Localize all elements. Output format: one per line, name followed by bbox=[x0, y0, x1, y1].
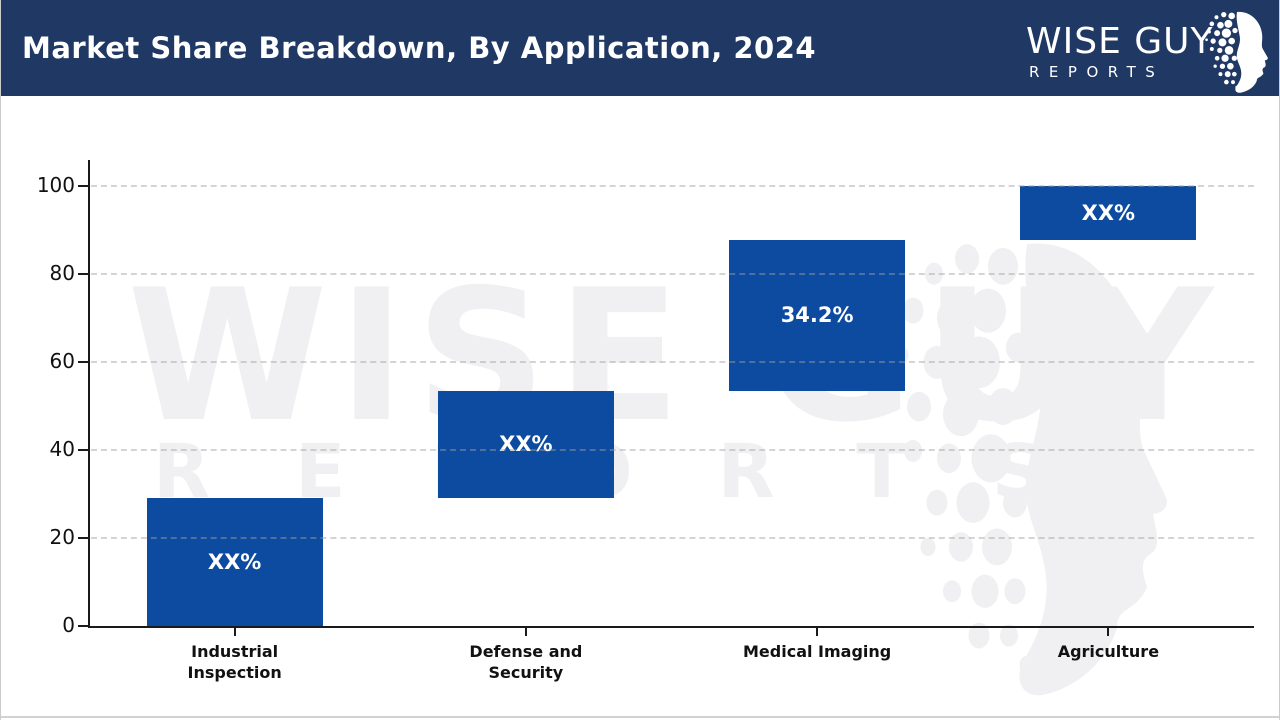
y-tick bbox=[78, 273, 89, 275]
bar-medical-imaging: 34.2% bbox=[729, 239, 906, 391]
bar-label: XX% bbox=[207, 550, 262, 575]
x-tick bbox=[233, 628, 236, 636]
y-tick-label: 100 bbox=[36, 173, 75, 197]
bar-defense-and-security: XX% bbox=[437, 390, 614, 499]
y-tick-label: 60 bbox=[49, 349, 75, 373]
bar-label: 34.2% bbox=[780, 303, 854, 328]
x-axis-label: Medical Imaging bbox=[707, 641, 927, 662]
x-axis-line bbox=[88, 626, 1254, 628]
gridline bbox=[91, 361, 1254, 363]
x-axis-label-line: Security bbox=[488, 663, 564, 683]
x-axis-label-line: Agriculture bbox=[1057, 642, 1160, 661]
gridline bbox=[91, 273, 1254, 275]
logo-primary-text: WISE GUY bbox=[1026, 21, 1214, 62]
y-tick bbox=[78, 625, 89, 627]
logo: WISE GUY REPORTS bbox=[1026, 4, 1274, 93]
y-tick bbox=[78, 449, 89, 451]
bar-label: XX% bbox=[499, 432, 553, 457]
logo-head-icon bbox=[1205, 11, 1268, 93]
logo-secondary-text: REPORTS bbox=[1029, 63, 1165, 81]
y-tick-label: 0 bbox=[62, 613, 75, 637]
y-tick bbox=[78, 537, 89, 539]
y-tick-label: 40 bbox=[49, 437, 75, 461]
gridline bbox=[91, 185, 1254, 187]
bottom-rule bbox=[1, 716, 1279, 718]
x-axis-label-line: Defense and bbox=[469, 642, 583, 661]
x-axis-label-line: Inspection bbox=[187, 663, 282, 683]
y-tick bbox=[78, 185, 89, 187]
x-tick bbox=[816, 628, 819, 636]
bar-label: XX% bbox=[1081, 200, 1136, 225]
x-tick bbox=[524, 628, 527, 636]
header: Market Share Breakdown, By Application, … bbox=[1, 0, 1279, 96]
y-axis-line bbox=[88, 160, 90, 628]
gridline bbox=[91, 449, 1254, 451]
x-tick bbox=[1107, 628, 1110, 636]
logo-wordmark: WISE GUY REPORTS bbox=[1026, 21, 1214, 82]
y-tick-label: 80 bbox=[49, 261, 75, 285]
page-title: Market Share Breakdown, By Application, … bbox=[22, 31, 817, 65]
x-axis-label: Agriculture bbox=[998, 641, 1218, 662]
bar-industrial-inspection: XX% bbox=[146, 498, 323, 626]
gridline bbox=[91, 537, 1254, 539]
x-axis-label-line: Industrial bbox=[191, 642, 279, 661]
x-axis-label: Defense and Security bbox=[416, 641, 636, 684]
x-axis-label-line: Medical Imaging bbox=[743, 642, 892, 661]
x-axis-label: Industrial Inspection bbox=[125, 641, 345, 684]
bar-agriculture: XX% bbox=[1020, 186, 1197, 240]
y-tick-label: 20 bbox=[49, 525, 75, 549]
y-tick bbox=[78, 361, 89, 363]
